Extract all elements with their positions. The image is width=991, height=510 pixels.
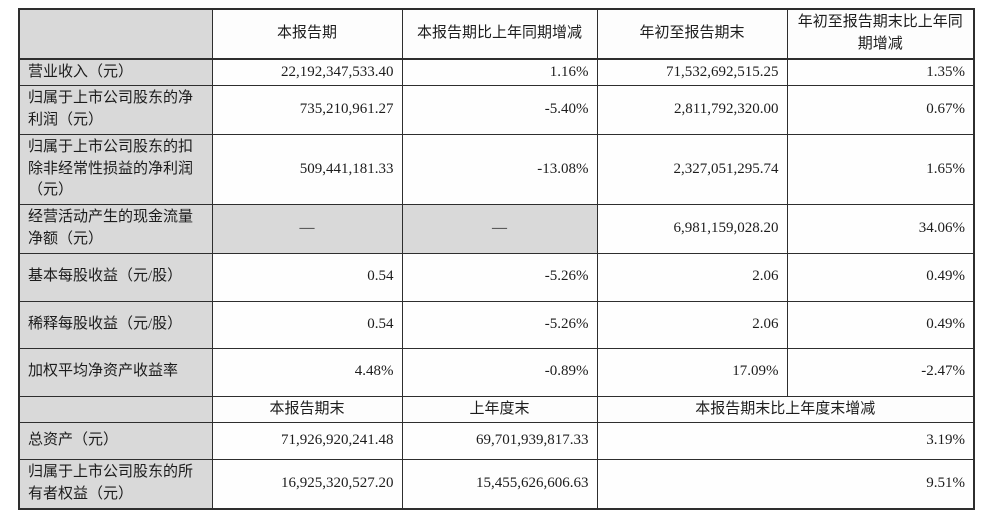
table-header-row: 本报告期 本报告期比上年同期增减 年初至报告期末 年初至报告期末比上年同期增减 [18, 8, 975, 60]
report-page: 本报告期 本报告期比上年同期增减 年初至报告期末 年初至报告期末比上年同期增减 … [18, 8, 975, 510]
current-period-change: — [401, 204, 598, 254]
metric-label: 归属于上市公司股东的扣除非经常性损益的净利润（元） [18, 133, 213, 206]
current-period-change: -13.08% [401, 133, 598, 206]
period-end-change-value: 9.51% [596, 459, 975, 510]
metric-label: 基本每股收益（元/股） [18, 252, 213, 302]
current-period-change: -5.40% [401, 85, 598, 135]
metric-label: 总资产（元） [18, 422, 213, 461]
table-row: 基本每股收益（元/股） 0.54 -5.26% 2.06 0.49% [18, 252, 975, 302]
table-row: 营业收入（元） 22,192,347,533.40 1.16% 71,532,6… [18, 57, 975, 87]
ytd-change: 0.49% [786, 252, 975, 302]
ytd-value: 17.09% [596, 347, 788, 397]
ytd-value: 71,532,692,515.25 [596, 57, 788, 87]
metric-label: 经营活动产生的现金流量净额（元） [18, 204, 213, 254]
period-end-value: 71,926,920,241.48 [211, 422, 403, 461]
current-period-value: 0.54 [211, 300, 403, 349]
ytd-value: 6,981,159,028.20 [596, 204, 788, 254]
prev-year-end-value: 69,701,939,817.33 [401, 422, 598, 461]
ytd-change: -2.47% [786, 347, 975, 397]
current-period-change: 1.16% [401, 57, 598, 87]
header-period-end-change: 本报告期末比上年度末增减 [596, 395, 975, 424]
ytd-value: 2,811,792,320.00 [596, 85, 788, 135]
ytd-value: 2,327,051,295.74 [596, 133, 788, 206]
header-current-period: 本报告期 [211, 8, 403, 60]
table-row: 加权平均净资产收益率 4.48% -0.89% 17.09% -2.47% [18, 347, 975, 397]
current-period-value: 4.48% [211, 347, 403, 397]
table-row: 归属于上市公司股东的扣除非经常性损益的净利润（元） 509,441,181.33… [18, 133, 975, 206]
current-period-change: -5.26% [401, 252, 598, 302]
current-period-value: 509,441,181.33 [211, 133, 403, 206]
table-row: 稀释每股收益（元/股） 0.54 -5.26% 2.06 0.49% [18, 300, 975, 349]
metric-label: 稀释每股收益（元/股） [18, 300, 213, 349]
period-end-change-value: 3.19% [596, 422, 975, 461]
current-period-change: -0.89% [401, 347, 598, 397]
table-subheader-row: 本报告期末 上年度末 本报告期末比上年度末增减 [18, 395, 975, 424]
ytd-change: 0.67% [786, 85, 975, 135]
header-period-end: 本报告期末 [211, 395, 403, 424]
ytd-change: 34.06% [786, 204, 975, 254]
metric-label: 归属于上市公司股东的所有者权益（元） [18, 459, 213, 510]
financial-summary-table: 本报告期 本报告期比上年同期增减 年初至报告期末 年初至报告期末比上年同期增减 … [18, 8, 975, 510]
table-row: 归属于上市公司股东的所有者权益（元） 16,925,320,527.20 15,… [18, 459, 975, 510]
table-row: 总资产（元） 71,926,920,241.48 69,701,939,817.… [18, 422, 975, 461]
current-period-value: 735,210,961.27 [211, 85, 403, 135]
header-empty-cell [18, 8, 213, 60]
current-period-change: -5.26% [401, 300, 598, 349]
ytd-change: 0.49% [786, 300, 975, 349]
header-ytd: 年初至报告期末 [596, 8, 788, 60]
ytd-value: 2.06 [596, 300, 788, 349]
current-period-value: 22,192,347,533.40 [211, 57, 403, 87]
current-period-value: — [211, 204, 403, 254]
metric-label: 营业收入（元） [18, 57, 213, 87]
metric-label: 加权平均净资产收益率 [18, 347, 213, 397]
subheader-empty-cell [18, 395, 213, 424]
ytd-value: 2.06 [596, 252, 788, 302]
table-row: 归属于上市公司股东的净利润（元） 735,210,961.27 -5.40% 2… [18, 85, 975, 135]
period-end-value: 16,925,320,527.20 [211, 459, 403, 510]
ytd-change: 1.65% [786, 133, 975, 206]
current-period-value: 0.54 [211, 252, 403, 302]
prev-year-end-value: 15,455,626,606.63 [401, 459, 598, 510]
header-prev-year-end: 上年度末 [401, 395, 598, 424]
table-row: 经营活动产生的现金流量净额（元） — — 6,981,159,028.20 34… [18, 204, 975, 254]
header-ytd-change: 年初至报告期末比上年同期增减 [786, 8, 975, 60]
metric-label: 归属于上市公司股东的净利润（元） [18, 85, 213, 135]
header-current-period-change: 本报告期比上年同期增减 [401, 8, 598, 60]
ytd-change: 1.35% [786, 57, 975, 87]
